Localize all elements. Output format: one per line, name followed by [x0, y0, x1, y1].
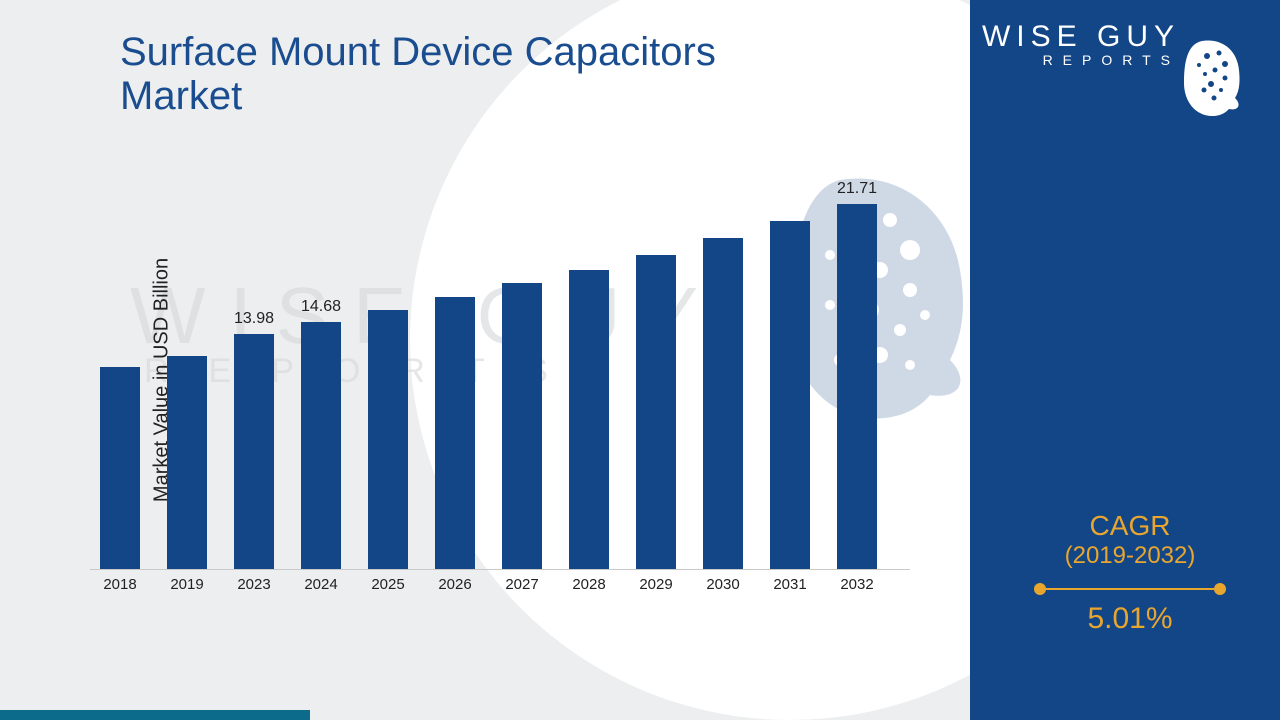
bar-value-label: 13.98: [234, 310, 274, 328]
x-tick-label: 2026: [422, 576, 488, 593]
x-tick-label: 2027: [489, 576, 555, 593]
plot-area: 13.98 14.68 21.71: [90, 150, 910, 570]
bar: [167, 356, 207, 569]
brand-line2: REPORTS: [982, 52, 1180, 68]
cagr-label: CAGR: [1040, 510, 1220, 542]
chart-title: Surface Mount Device Capacitors Market: [120, 30, 820, 118]
x-tick-label: 2025: [355, 576, 421, 593]
cagr-block: CAGR (2019-2032) 5.01%: [1040, 510, 1220, 636]
x-tick-label: 2024: [288, 576, 354, 593]
cagr-divider: [1040, 588, 1220, 590]
x-tick-label: 2019: [154, 576, 220, 593]
brand-head-icon: [1177, 38, 1242, 118]
x-tick-label: 2023: [221, 576, 287, 593]
bottom-accent-bar: [0, 710, 310, 720]
bar: [100, 367, 140, 569]
bar: [502, 283, 542, 569]
infographic-stage: WISE GUY REPORTS Surface Mount Device Ca…: [0, 0, 1280, 720]
cagr-range: (2019-2032): [1040, 542, 1220, 570]
bar-value-label: 14.68: [301, 298, 341, 316]
brand-line1: WISE GUY: [982, 20, 1180, 54]
x-tick-label: 2018: [87, 576, 153, 593]
bar: 14.68: [301, 322, 341, 569]
x-tick-label: 2032: [824, 576, 890, 593]
x-tick-label: 2028: [556, 576, 622, 593]
bar: [368, 310, 408, 569]
x-tick-label: 2030: [690, 576, 756, 593]
bar: 13.98: [234, 334, 274, 569]
x-tick-label: 2029: [623, 576, 689, 593]
bar: 21.71: [837, 204, 877, 569]
bar: [703, 238, 743, 569]
brand-logo: WISE GUY REPORTS: [982, 20, 1250, 68]
bar: [435, 297, 475, 569]
bar: [770, 221, 810, 569]
x-tick-label: 2031: [757, 576, 823, 593]
bar-value-label: 21.71: [837, 180, 877, 198]
cagr-value: 5.01%: [1040, 602, 1220, 636]
bar: [569, 270, 609, 569]
bar: [636, 255, 676, 569]
chart-area: Market Value in USD Billion 13.9814.6821…: [40, 150, 910, 610]
